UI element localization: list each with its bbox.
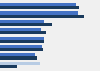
Bar [0, 20, 44, 23]
Bar [0, 15, 84, 18]
Bar [0, 11, 78, 15]
Bar [0, 53, 35, 56]
Bar [0, 65, 17, 68]
Bar [0, 48, 43, 51]
Bar [0, 3, 76, 6]
Bar [0, 31, 46, 35]
Bar [0, 45, 42, 48]
Bar [0, 6, 79, 9]
Bar [0, 28, 41, 31]
Bar [0, 36, 44, 40]
Bar [0, 56, 37, 60]
Bar [0, 62, 40, 65]
Bar [0, 23, 52, 26]
Bar [0, 40, 44, 43]
